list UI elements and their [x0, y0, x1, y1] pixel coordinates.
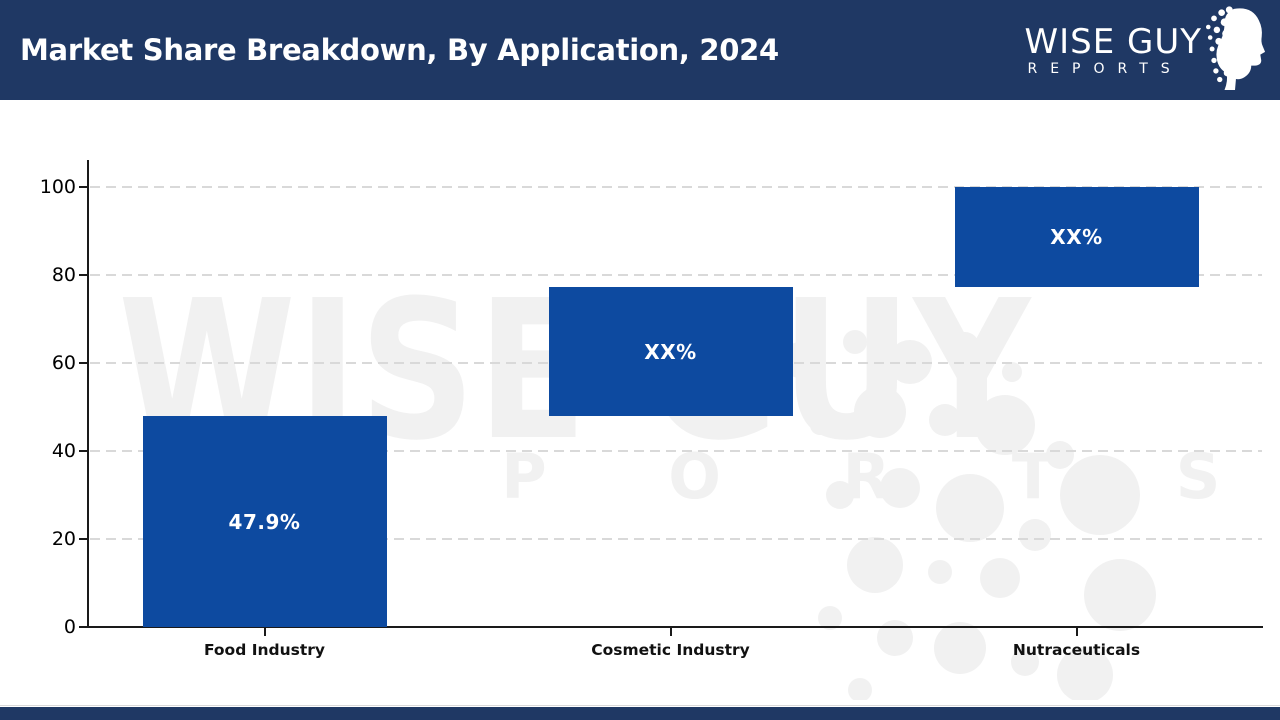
footer-divider	[0, 705, 1280, 706]
y-axis-tick-mark	[79, 362, 87, 364]
x-axis-line	[87, 626, 1263, 628]
y-axis-tick-mark	[79, 538, 87, 540]
y-axis-tick-label: 100	[39, 176, 76, 198]
gridline	[90, 186, 1262, 188]
gridline	[90, 538, 1262, 540]
logo-text: WISE GUY REPORTS	[1024, 25, 1202, 76]
bar-segment: XX%	[548, 286, 793, 417]
page-title: Market Share Breakdown, By Application, …	[20, 33, 779, 67]
wiseguy-logo: WISE GUY REPORTS	[1024, 6, 1266, 94]
logo-wordmark: WISE GUY	[1024, 21, 1202, 62]
y-axis-tick-mark	[79, 274, 87, 276]
y-axis-line	[87, 160, 89, 628]
y-axis-tick-mark	[79, 450, 87, 452]
y-axis-tick-label: 40	[51, 440, 76, 462]
y-axis-tick-mark	[79, 186, 87, 188]
bar-value-label: 47.9%	[228, 509, 301, 534]
gridline	[90, 274, 1262, 276]
bar-segment: 47.9%	[142, 416, 387, 627]
gridline	[90, 450, 1262, 452]
dotted-face-icon	[1204, 6, 1266, 94]
x-axis-tick-mark	[1075, 628, 1078, 636]
bar-value-label: XX%	[1050, 224, 1103, 249]
category-label: Food Industry	[203, 641, 326, 659]
y-axis-tick-label: 80	[51, 264, 76, 286]
category-label: Cosmetic Industry	[591, 641, 750, 659]
y-axis-tick-label: 20	[51, 528, 76, 550]
x-axis-tick-mark	[263, 628, 266, 636]
y-axis-tick-mark	[79, 626, 87, 628]
x-axis-tick-mark	[669, 628, 672, 636]
logo-subtitle: REPORTS	[1027, 60, 1183, 77]
bar-segment: XX%	[954, 187, 1199, 287]
category-label: Nutraceuticals	[1012, 641, 1141, 659]
header-band: Market Share Breakdown, By Application, …	[0, 0, 1280, 100]
footer-band	[0, 707, 1280, 720]
y-axis-tick-label: 0	[63, 616, 76, 638]
y-axis-tick-label: 60	[51, 352, 76, 374]
bar-value-label: XX%	[644, 339, 697, 364]
